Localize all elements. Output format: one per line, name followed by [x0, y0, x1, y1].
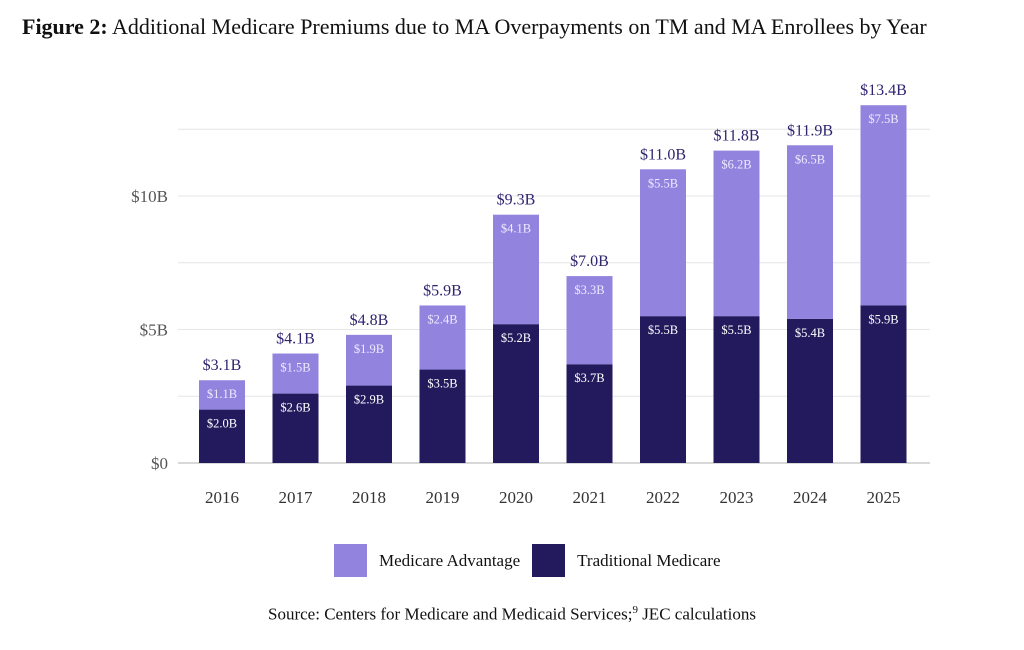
data-label-traditional-medicare: $5.9B [868, 312, 898, 326]
bar-traditional-medicare [272, 393, 319, 463]
x-tick-label: 2017 [279, 488, 314, 507]
figure-title-prefix: Figure 2: [22, 14, 108, 39]
legend-item-medicare-advantage: Medicare Advantage [334, 544, 532, 577]
legend-label-traditional-medicare: Traditional Medicare [577, 550, 721, 570]
data-label-medicare-advantage: $6.5B [795, 152, 825, 166]
total-label: $11.9B [787, 122, 833, 139]
bar-medicare-advantage [346, 334, 392, 386]
total-label: $4.8B [350, 312, 389, 329]
data-label-medicare-advantage: $1.5B [280, 361, 310, 375]
total-label: $11.0B [640, 146, 686, 163]
figure-title: Figure 2: Additional Medicare Premiums d… [22, 12, 1012, 41]
data-label-traditional-medicare: $3.5B [427, 377, 457, 391]
total-label: $7.0B [570, 253, 609, 270]
data-label-traditional-medicare: $3.7B [574, 371, 604, 385]
data-label-traditional-medicare: $5.4B [795, 326, 825, 340]
figure-title-text: Additional Medicare Premiums due to MA O… [107, 14, 927, 39]
bar-medicare-advantage [860, 105, 907, 306]
chart-legend: Medicare Advantage Traditional Medicare [334, 544, 733, 577]
total-label: $11.8B [713, 128, 759, 145]
legend-swatch-medicare-advantage [334, 544, 367, 577]
x-tick-label: 2022 [646, 488, 680, 507]
legend-swatch-traditional-medicare [532, 544, 566, 577]
y-tick-label: $10B [131, 187, 168, 206]
x-tick-label: 2025 [867, 488, 901, 507]
data-label-traditional-medicare: $5.5B [721, 323, 751, 337]
data-label-medicare-advantage: $1.1B [207, 387, 237, 401]
data-label-medicare-advantage: $5.5B [648, 176, 678, 190]
total-label: $3.1B [203, 357, 242, 374]
source-suffix: JEC calculations [637, 604, 756, 624]
data-label-traditional-medicare: $2.9B [354, 393, 384, 407]
x-tick-label: 2019 [426, 488, 460, 507]
bar-medicare-advantage [640, 169, 686, 317]
legend-label-medicare-advantage: Medicare Advantage [379, 550, 521, 570]
total-label: $13.4B [860, 82, 907, 99]
total-label: $9.3B [497, 192, 536, 209]
bar-medicare-advantage [566, 276, 613, 365]
x-tick-label: 2018 [352, 488, 386, 507]
data-label-traditional-medicare: $2.6B [280, 401, 310, 415]
x-tick-label: 2024 [793, 488, 828, 507]
y-tick-label: $5B [140, 321, 168, 340]
bar-medicare-advantage [713, 150, 760, 317]
data-label-medicare-advantage: $7.5B [868, 112, 898, 126]
total-label: $5.9B [423, 282, 462, 299]
source-footnote: 9 [632, 604, 638, 616]
data-label-traditional-medicare: $2.0B [207, 417, 237, 431]
data-label-medicare-advantage: $4.1B [501, 222, 531, 236]
bar-traditional-medicare [860, 305, 907, 463]
x-tick-label: 2016 [205, 488, 239, 507]
data-label-traditional-medicare: $5.2B [501, 331, 531, 345]
total-label: $4.1B [276, 331, 315, 348]
source-note: Source: Centers for Medicare and Medicai… [0, 604, 1024, 625]
bar-traditional-medicare [566, 364, 613, 463]
source-prefix: Source: Centers for Medicare and Medicai… [268, 604, 633, 624]
x-tick-label: 2020 [499, 488, 533, 507]
bar-traditional-medicare [787, 318, 833, 463]
bar-traditional-medicare [640, 316, 686, 463]
bar-medicare-advantage [199, 380, 245, 410]
bar-medicare-advantage [493, 214, 539, 325]
bar-medicare-advantage [787, 145, 833, 319]
data-label-medicare-advantage: $2.4B [427, 312, 457, 326]
data-label-medicare-advantage: $1.9B [354, 342, 384, 356]
data-label-traditional-medicare: $5.5B [648, 323, 678, 337]
bar-traditional-medicare [199, 409, 245, 463]
bar-traditional-medicare [493, 324, 539, 463]
bar-traditional-medicare [713, 316, 760, 463]
stacked-bar-chart: $0 $5B $10B $2.0B $1.1B $3.1B 2016 $2.6B $1.5B $4… [131, 82, 930, 507]
data-label-medicare-advantage: $6.2B [721, 158, 751, 172]
y-tick-label: $0 [151, 454, 168, 473]
legend-item-traditional-medicare: Traditional Medicare [532, 544, 732, 577]
bar-medicare-advantage [272, 353, 319, 394]
bar-medicare-advantage [419, 305, 466, 370]
data-label-medicare-advantage: $3.3B [574, 283, 604, 297]
bar-traditional-medicare [419, 369, 466, 463]
bar-traditional-medicare [346, 385, 392, 463]
x-tick-label: 2023 [720, 488, 754, 507]
x-tick-label: 2021 [573, 488, 607, 507]
